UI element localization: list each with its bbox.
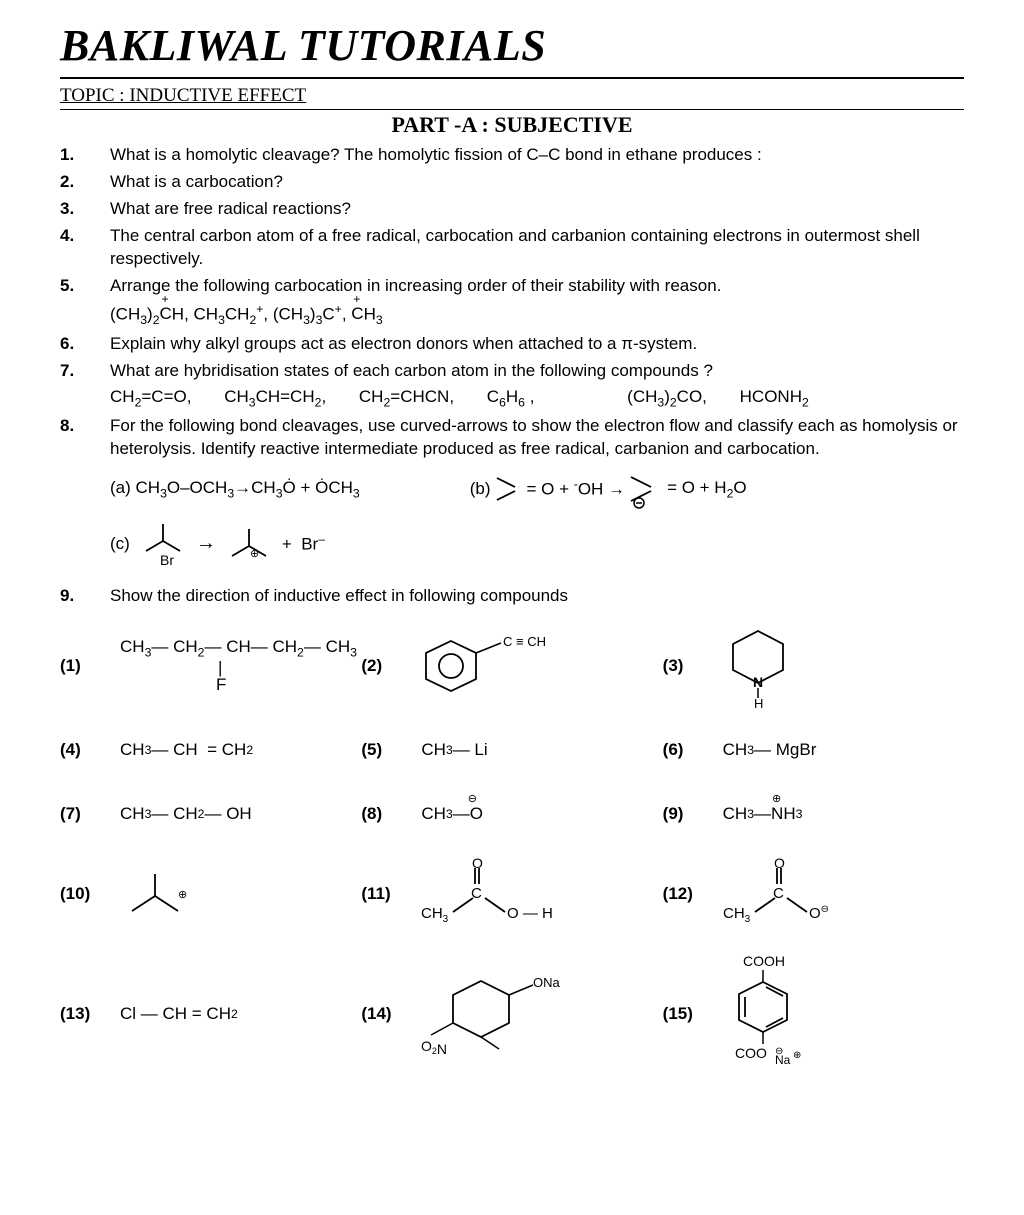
compound-3: N H xyxy=(723,626,964,706)
question-row: 3. What are free radical reactions? xyxy=(60,198,964,221)
grid-num: (15) xyxy=(663,1004,723,1024)
structure-icon: ⊕ xyxy=(224,524,274,564)
question-number: 2. xyxy=(60,171,110,194)
compound-7: CH3— CH2— OH xyxy=(120,794,361,834)
svg-text:CH3: CH3 xyxy=(421,905,449,925)
benzoate-icon: COOH COO ⊖ Na ⊕ xyxy=(723,954,833,1074)
grid-num: (9) xyxy=(663,804,723,824)
svg-text:C: C xyxy=(471,885,482,902)
isopropyl-icon: ⊕ xyxy=(120,866,190,922)
chem-list: CH2=C=O, CH3CH=CH2, CH2=CHCN, C6H6 , (CH… xyxy=(110,387,964,409)
topic-line: TOPIC : INDUCTIVE EFFECT xyxy=(60,85,964,110)
svg-text:O: O xyxy=(774,855,785,871)
page-title: BAKLIWAL TUTORIALS xyxy=(60,20,964,79)
svg-text:O — H: O — H xyxy=(507,905,553,922)
svg-text:N: N xyxy=(753,674,763,690)
svg-text:C ≡ CH: C ≡ CH xyxy=(503,634,546,649)
grid-num: (1) xyxy=(60,656,120,676)
question-row: 7. What are hybridisation states of each… xyxy=(60,360,964,383)
q8-options-ab: (a) CH3O–OCH3→CH3Ȯ + ȮCH3 (b) = O + -OH … xyxy=(110,471,964,507)
svg-text:ONa: ONa xyxy=(533,975,561,990)
question-row: 9. Show the direction of inductive effec… xyxy=(60,585,964,608)
compound-8: CH3— O⊖ xyxy=(421,794,662,834)
grid-num: (10) xyxy=(60,884,120,904)
question-row: 8. For the following bond cleavages, use… xyxy=(60,415,964,461)
compound-6: CH3— MgBr xyxy=(723,730,964,770)
question-number: 7. xyxy=(60,360,110,383)
question-row: 5. Arrange the following carbocation in … xyxy=(60,275,964,298)
chem-formula: (CH3)2C+H, CH3CH2+, (CH3)3C+, C+H3 xyxy=(110,302,964,327)
question-text: Arrange the following carbocation in inc… xyxy=(110,275,964,298)
compound-4: CH3— CH = CH2 xyxy=(120,730,361,770)
question-row: 2. What is a carbocation? xyxy=(60,171,964,194)
svg-text:O⊖: O⊖ xyxy=(809,904,829,922)
question-text: What are hybridisation states of each ca… xyxy=(110,360,964,383)
question-number: 5. xyxy=(60,275,110,298)
question-number: 4. xyxy=(60,225,110,248)
question-number: 1. xyxy=(60,144,110,167)
svg-text:H: H xyxy=(754,696,763,711)
grid-num: (7) xyxy=(60,804,120,824)
svg-text:Br: Br xyxy=(160,552,174,568)
question-text: What are free radical reactions? xyxy=(110,198,964,221)
svg-text:⊕: ⊕ xyxy=(250,548,259,560)
question-text: The central carbon atom of a free radica… xyxy=(110,225,964,271)
question-row: 4. The central carbon atom of a free rad… xyxy=(60,225,964,271)
grid-num: (13) xyxy=(60,1004,120,1024)
compound-12: CH3 C O O⊖ xyxy=(723,858,964,930)
svg-text:O: O xyxy=(472,855,483,871)
svg-text:C: C xyxy=(773,885,784,902)
question-row: 6. Explain why alkyl groups act as elect… xyxy=(60,333,964,356)
question-text: For the following bond cleavages, use cu… xyxy=(110,415,964,461)
question-text: What is a carbocation? xyxy=(110,171,964,194)
q8c: (c) Br → ⊕ + Br– xyxy=(110,521,964,567)
acetate-icon: CH3 C O O⊖ xyxy=(723,858,843,930)
question-number: 3. xyxy=(60,198,110,221)
compound-grid: (1) CH3— CH2— CH— CH2— CH3 | F (2) C ≡ C… xyxy=(60,626,964,1074)
grid-num: (4) xyxy=(60,740,120,760)
part-heading: PART -A : SUBJECTIVE xyxy=(60,112,964,138)
compound-14: ONa O2N xyxy=(421,969,662,1059)
grid-num: (2) xyxy=(361,656,421,676)
compound-1: CH3— CH2— CH— CH2— CH3 | F xyxy=(120,638,361,693)
compound-13: Cl — CH = CH2 xyxy=(120,994,361,1034)
q8a: (a) CH3O–OCH3→CH3Ȯ + ȮCH3 xyxy=(110,478,360,500)
svg-text:⊕: ⊕ xyxy=(793,1050,801,1061)
svg-text:O2N: O2N xyxy=(421,1038,447,1057)
grid-num: (12) xyxy=(663,884,723,904)
cyclohexane-subst-icon: ONa O2N xyxy=(421,969,571,1059)
question-text: What is a homolytic cleavage? The homoly… xyxy=(110,144,964,167)
svg-text:CH3: CH3 xyxy=(723,905,751,925)
question-row: 1. What is a homolytic cleavage? The hom… xyxy=(60,144,964,167)
compound-9: CH3— N⊕H3 xyxy=(723,794,964,834)
bond-structure-icon xyxy=(629,471,663,507)
compound-15: COOH COO ⊖ Na ⊕ xyxy=(723,954,964,1074)
benzene-icon: C ≡ CH xyxy=(421,631,561,701)
question-number: 9. xyxy=(60,585,110,608)
question-number: 8. xyxy=(60,415,110,438)
svg-text:COOH: COOH xyxy=(743,953,785,969)
question-text: Explain why alkyl groups act as electron… xyxy=(110,333,964,356)
q8b: (b) = O + -OH → = O + H2O xyxy=(470,471,747,507)
bond-structure-icon xyxy=(495,474,523,504)
grid-num: (11) xyxy=(361,884,421,904)
grid-num: (5) xyxy=(361,740,421,760)
svg-text:Na: Na xyxy=(775,1053,791,1067)
compound-11: CH3 C O O — H xyxy=(421,858,662,930)
grid-num: (3) xyxy=(663,656,723,676)
grid-num: (6) xyxy=(663,740,723,760)
grid-num: (14) xyxy=(361,1004,421,1024)
piperidine-icon: N H xyxy=(723,626,803,706)
compound-10: ⊕ xyxy=(120,866,361,922)
structure-icon: Br xyxy=(138,521,188,567)
grid-num: (8) xyxy=(361,804,421,824)
svg-text:COO: COO xyxy=(735,1045,767,1061)
question-number: 6. xyxy=(60,333,110,356)
question-text: Show the direction of inductive effect i… xyxy=(110,585,964,608)
svg-text:⊕: ⊕ xyxy=(178,889,187,901)
acetic-acid-icon: CH3 C O O — H xyxy=(421,858,551,930)
compound-2: C ≡ CH xyxy=(421,631,662,701)
compound-5: CH3— Li xyxy=(421,730,662,770)
